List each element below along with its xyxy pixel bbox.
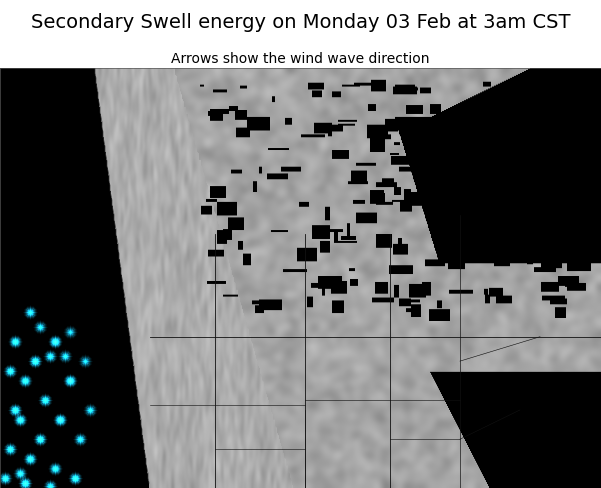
- Text: Arrows show the wind wave direction: Arrows show the wind wave direction: [171, 52, 430, 66]
- Text: Secondary Swell energy on Monday 03 Feb at 3am CST: Secondary Swell energy on Monday 03 Feb …: [31, 13, 570, 32]
